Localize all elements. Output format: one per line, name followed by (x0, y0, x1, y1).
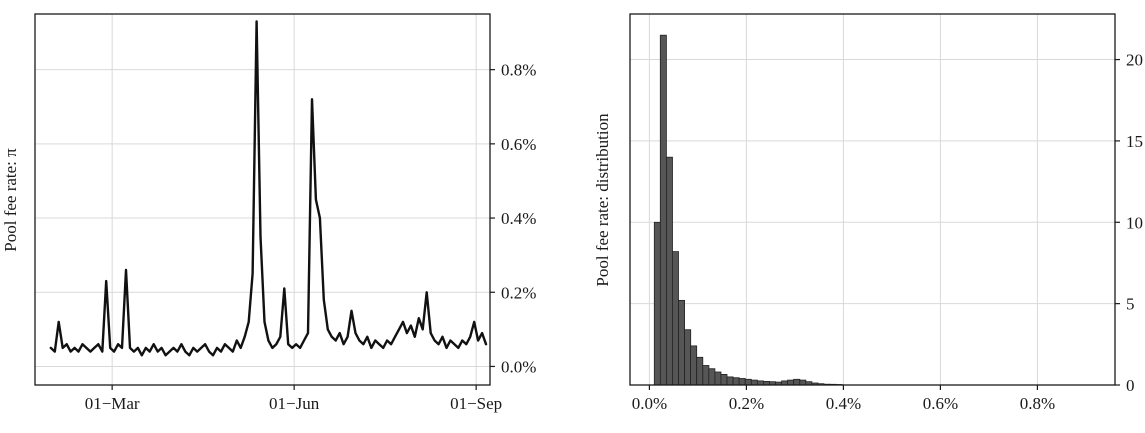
y-tick-label: 0 (1126, 376, 1135, 395)
histogram-bar (690, 345, 698, 386)
y-tick-label: 0.0% (501, 357, 536, 376)
plot-frame (629, 13, 1116, 386)
y-tick-label: 0.8% (501, 61, 536, 80)
y-tick-label: 0.6% (501, 135, 536, 154)
histogram-bar (793, 378, 801, 386)
histogram-bar (787, 379, 795, 386)
histogram-bar (696, 356, 704, 386)
timeseries-panel: Pool fee rate: π 01−Mar 01−Jun 01−Sep 0.0% 0… (0, 0, 555, 433)
histogram-bar (732, 377, 740, 386)
histogram-bar (744, 378, 752, 386)
y-tick-label: 20 (1126, 51, 1143, 70)
x-tick-label: 01−Sep (450, 394, 502, 413)
x-tick-label: 01−Jun (269, 394, 320, 413)
x-tick-label: 0.2% (729, 394, 764, 413)
histogram-bar (714, 371, 722, 386)
x-tick-label: 0.6% (923, 394, 958, 413)
tick-marks (111, 69, 495, 390)
histogram-bar (659, 34, 667, 386)
histogram-bar (653, 221, 661, 386)
histogram-bars (653, 34, 843, 386)
y-tick-label: 0.4% (501, 209, 536, 228)
x-tick-label: 0.8% (1020, 394, 1055, 413)
histogram-y-axis-label: Pool fee rate: distribution (593, 113, 612, 287)
tick-marks (648, 58, 1120, 390)
histogram-bar (684, 329, 692, 386)
y-tick-label: 15 (1126, 132, 1143, 151)
histogram-bar (708, 368, 716, 386)
histogram-bar (678, 299, 685, 386)
histogram-bar (672, 251, 679, 386)
histogram-bar (738, 378, 746, 386)
x-tick-label: 01−Mar (85, 394, 140, 413)
y-tick-label: 10 (1126, 213, 1143, 232)
histogram-bar (799, 379, 807, 386)
x-tick-label: 0.4% (826, 394, 861, 413)
histogram-bar (666, 156, 673, 386)
tick-labels: 01−Mar 01−Jun 01−Sep 0.0% 0.2% 0.4% 0.6% 0.8% (85, 61, 537, 413)
fee-rate-histogram-chart: Pool fee rate: distribution 0.0% 0.2% 0.4%… (593, 13, 1143, 413)
histogram-bar (702, 365, 710, 386)
fee-rate-line-series (49, 20, 488, 357)
grid-lines (630, 14, 1115, 386)
tick-labels: 0.0% 0.2% 0.4% 0.6% 0.8% 0 5 10 15 20 (632, 51, 1143, 413)
plot-frame (34, 13, 491, 386)
histogram-bar (750, 379, 758, 386)
y-tick-label: 0.2% (501, 283, 536, 302)
fee-rate-timeseries-chart: Pool fee rate: π 01−Mar 01−Jun 01−Sep0.0%0… (1, 13, 537, 413)
x-tick-label: 0.0% (632, 394, 667, 413)
histogram-panel: Pool fee rate: distribution 0.0% 0.2% 0.4%… (555, 0, 1145, 433)
histogram-bar (720, 373, 728, 386)
y-tick-label: 5 (1126, 295, 1135, 314)
histogram-bar (726, 376, 734, 386)
timeseries-y-axis-label: Pool fee rate: π (1, 148, 20, 252)
